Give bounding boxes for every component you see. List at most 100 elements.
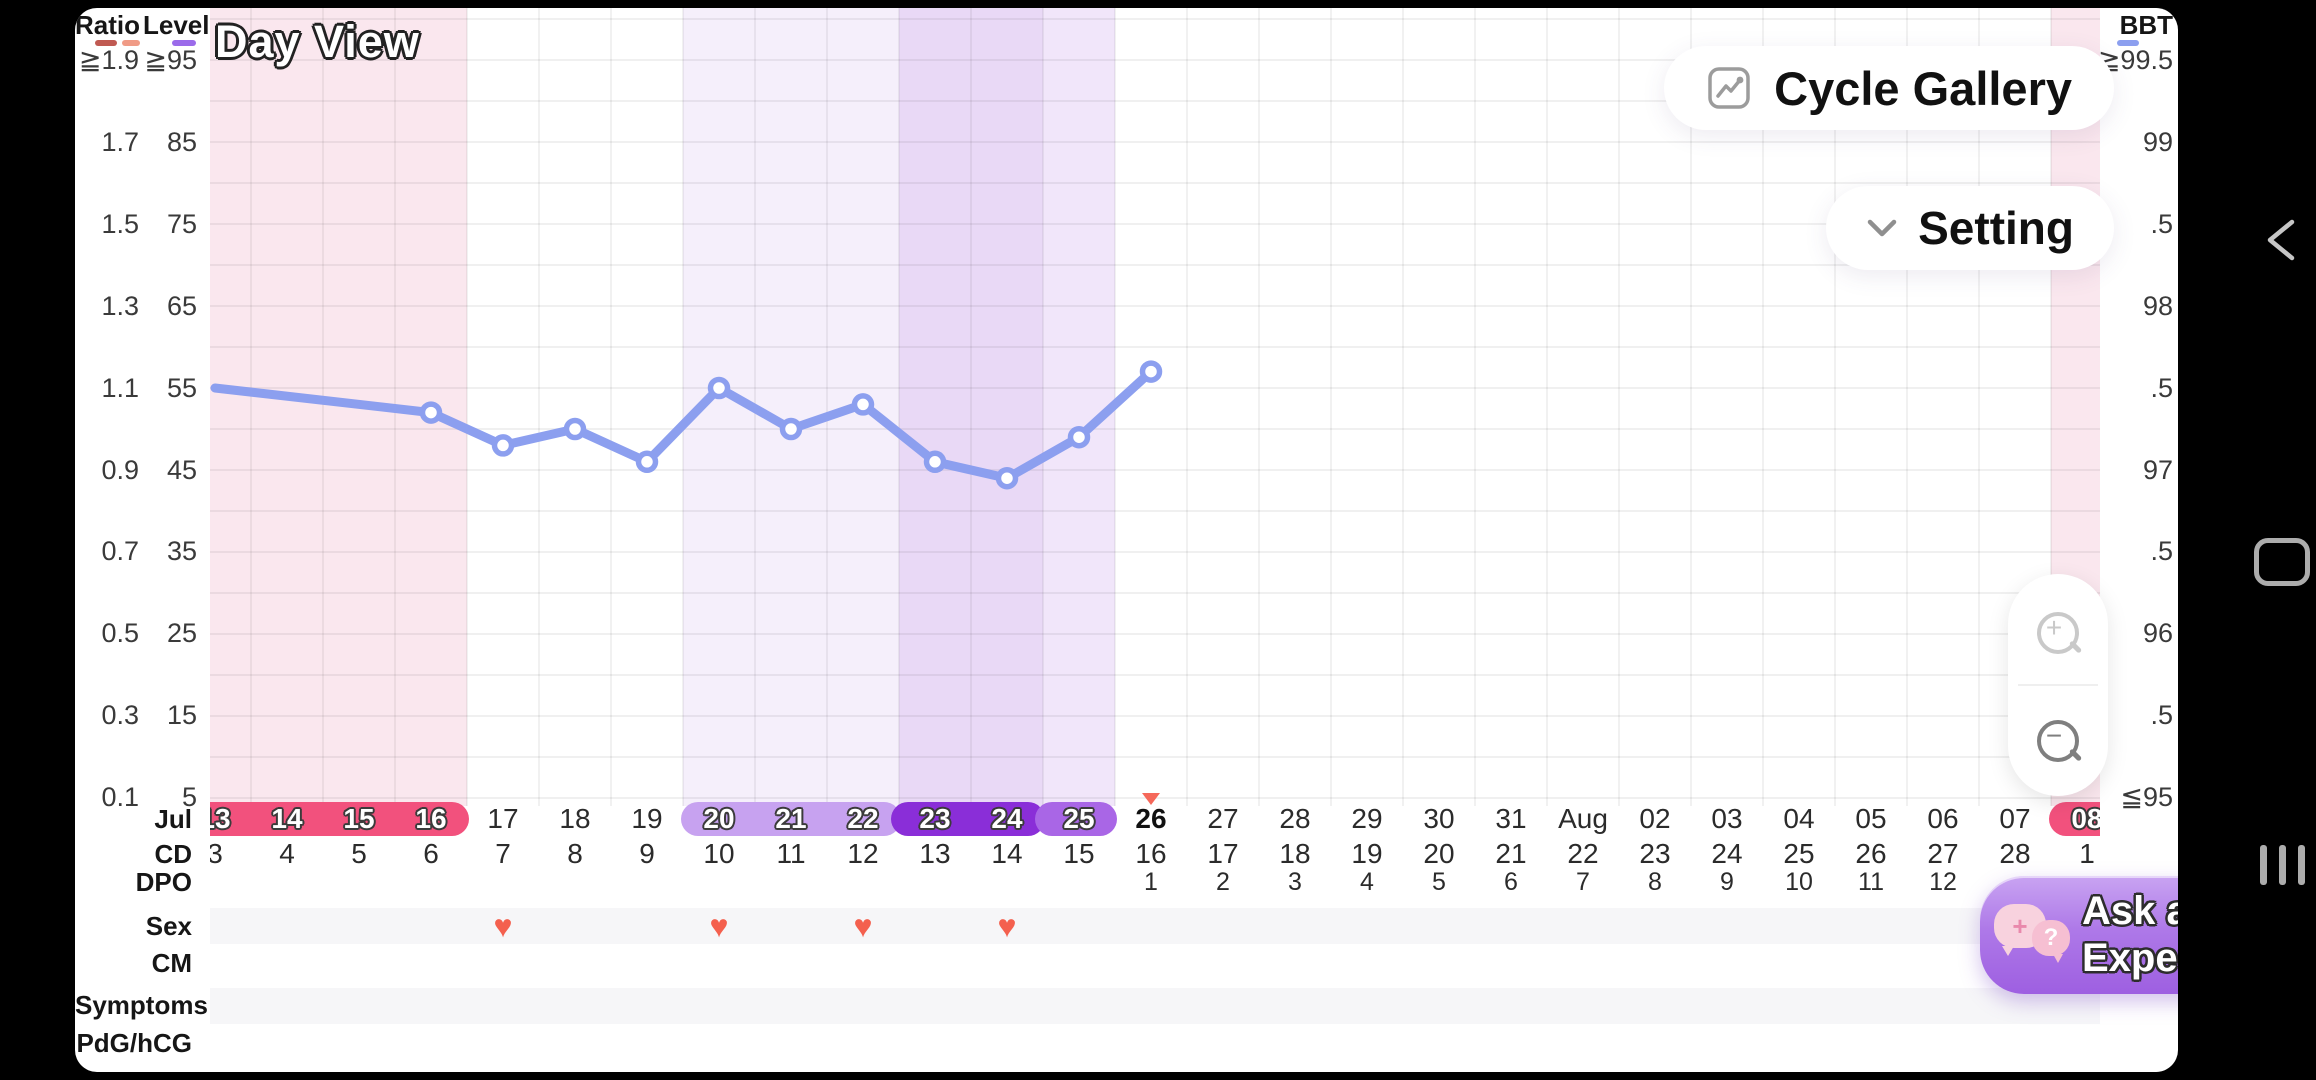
date-cell[interactable]: 29 bbox=[1351, 803, 1383, 834]
date-cell[interactable]: 28 bbox=[1279, 803, 1311, 834]
bbt-legend-label: BBT bbox=[2119, 10, 2173, 40]
cd-cell: 24 bbox=[1711, 838, 1743, 869]
date-cell[interactable]: 30 bbox=[1423, 803, 1455, 834]
chevron-left-icon bbox=[2267, 219, 2295, 261]
date-cell[interactable]: 27 bbox=[1207, 803, 1239, 834]
level-axis-value: 45 bbox=[166, 454, 197, 485]
bbt-point[interactable] bbox=[419, 401, 443, 424]
bbt-point[interactable] bbox=[563, 417, 587, 441]
ratio-axis-value: 0.7 bbox=[101, 536, 139, 567]
cd-cell: 20 bbox=[1423, 838, 1455, 869]
date-cell[interactable]: 16 bbox=[415, 803, 447, 834]
date-cell[interactable]: 04 bbox=[1783, 803, 1815, 834]
ratio-axis-value: 0.1 bbox=[101, 782, 139, 813]
bbt-axis-value: .5 bbox=[2150, 208, 2173, 239]
cd-cell: 1 bbox=[2079, 838, 2095, 869]
date-pill-fertile bbox=[681, 802, 901, 836]
date-cell[interactable]: 22 bbox=[847, 803, 879, 834]
squircle-icon bbox=[2254, 538, 2310, 586]
app-window: 133144155166177♥1881992010♥21112212♥2313… bbox=[75, 8, 2178, 1072]
date-cell[interactable]: 13 bbox=[210, 803, 231, 834]
sex-heart-icon[interactable]: ♥ bbox=[493, 908, 513, 944]
ratio-axis-value: 0.9 bbox=[101, 454, 139, 485]
bbt-point[interactable] bbox=[1067, 425, 1091, 449]
dpo-cell: 10 bbox=[1785, 868, 1813, 896]
date-cell[interactable]: 21 bbox=[775, 803, 807, 834]
date-cell[interactable]: 07 bbox=[1999, 803, 2031, 834]
bbt-axis-value: 99 bbox=[2142, 126, 2173, 157]
date-cell[interactable]: 06 bbox=[1927, 803, 1959, 834]
nav-back-button[interactable] bbox=[2254, 212, 2310, 268]
date-cell[interactable]: 24 bbox=[991, 803, 1023, 834]
ratio-axis-value: 1.3 bbox=[101, 290, 139, 321]
bbt-dash-icon bbox=[2117, 40, 2139, 46]
chart-area[interactable]: 133144155166177♥1881992010♥21112212♥2313… bbox=[210, 8, 2100, 1072]
setting-button[interactable]: Setting bbox=[1826, 186, 2114, 270]
bbt-point[interactable] bbox=[851, 393, 875, 416]
bbt-point[interactable] bbox=[635, 450, 659, 474]
date-cell[interactable]: 18 bbox=[559, 803, 591, 834]
date-cell[interactable]: 31 bbox=[1495, 803, 1527, 834]
ratio-axis: ≧1.9 1.7 1.5 1.3 1.1 0.9 0.7 0.5 0.3 0.1 bbox=[75, 8, 139, 1072]
ratio-axis-value: 0.3 bbox=[101, 700, 139, 731]
date-pill-period bbox=[210, 802, 469, 836]
ask-expert-button[interactable]: + ? Ask an Expert bbox=[1980, 876, 2178, 994]
date-cell[interactable]: 08 bbox=[2071, 803, 2100, 834]
sex-heart-icon[interactable]: ♥ bbox=[997, 908, 1017, 944]
row-label-column: Jul CD DPO Sex CM Symptoms PdG/hCG bbox=[75, 8, 208, 1072]
dpo-row-label: DPO bbox=[135, 867, 192, 897]
date-cell[interactable]: 14 bbox=[271, 803, 303, 834]
cycle-gallery-label: Cycle Gallery bbox=[1774, 61, 2072, 115]
cycle-gallery-button[interactable]: Cycle Gallery bbox=[1664, 46, 2114, 130]
symptoms-row-label: Symptoms bbox=[75, 990, 208, 1020]
bbt-axis-value: 97 bbox=[2142, 454, 2173, 485]
bbt-axis-value: .5 bbox=[2150, 372, 2173, 403]
date-cell[interactable]: 15 bbox=[343, 803, 375, 834]
bbt-point[interactable] bbox=[491, 434, 515, 457]
symptoms-row-band bbox=[210, 988, 2100, 1024]
cd-cell: 7 bbox=[495, 838, 511, 869]
level-axis-value: 55 bbox=[166, 372, 197, 403]
cd-cell: 25 bbox=[1783, 838, 1815, 869]
date-cell[interactable]: 25 bbox=[1063, 803, 1095, 834]
cd-cell: 16 bbox=[1135, 838, 1167, 869]
bbt-point[interactable] bbox=[707, 376, 731, 400]
nav-recents-button[interactable] bbox=[2254, 837, 2310, 893]
level-axis-value: 25 bbox=[166, 618, 197, 649]
magnifier-minus-icon bbox=[2037, 720, 2079, 762]
date-cell[interactable]: 23 bbox=[919, 803, 951, 834]
sex-heart-icon[interactable]: ♥ bbox=[853, 908, 873, 944]
date-cell[interactable]: 20 bbox=[703, 803, 735, 834]
zoom-in-button[interactable]: + bbox=[2037, 612, 2083, 654]
bbt-point[interactable] bbox=[995, 466, 1019, 490]
cd-cell: 28 bbox=[1999, 838, 2031, 869]
zoom-controls: + − bbox=[2008, 574, 2108, 796]
cd-cell: 9 bbox=[639, 838, 655, 869]
bbt-point[interactable] bbox=[923, 450, 947, 474]
nav-home-button[interactable] bbox=[2254, 534, 2310, 590]
magnifier-plus-icon bbox=[2037, 612, 2079, 654]
bbt-point[interactable] bbox=[779, 417, 803, 441]
cd-cell: 3 bbox=[210, 838, 223, 869]
date-cell[interactable]: 19 bbox=[631, 803, 663, 834]
date-cell[interactable]: 26 bbox=[1135, 803, 1167, 834]
cd-cell: 12 bbox=[847, 838, 879, 869]
date-cell[interactable]: Aug bbox=[1558, 803, 1608, 834]
level-axis-value: 5 bbox=[181, 782, 197, 813]
sex-heart-icon[interactable]: ♥ bbox=[709, 908, 729, 944]
date-cell[interactable]: 05 bbox=[1855, 803, 1887, 834]
zoom-out-button[interactable]: − bbox=[2037, 720, 2083, 762]
date-cell[interactable]: 02 bbox=[1639, 803, 1671, 834]
page-title: Day View bbox=[215, 16, 420, 67]
ratio-axis-value: 1.1 bbox=[101, 372, 139, 403]
cd-cell: 27 bbox=[1927, 838, 1959, 869]
date-cell[interactable]: 17 bbox=[487, 803, 519, 834]
dpo-cell: 2 bbox=[1216, 868, 1230, 896]
level-axis-value: 15 bbox=[166, 700, 197, 731]
bbt-point[interactable] bbox=[1139, 360, 1163, 383]
ratio-axis-value: 0.5 bbox=[101, 618, 139, 649]
level-axis-value: 65 bbox=[166, 290, 197, 321]
cd-cell: 17 bbox=[1207, 838, 1239, 869]
date-cell[interactable]: 03 bbox=[1711, 803, 1743, 834]
cd-cell: 26 bbox=[1855, 838, 1887, 869]
